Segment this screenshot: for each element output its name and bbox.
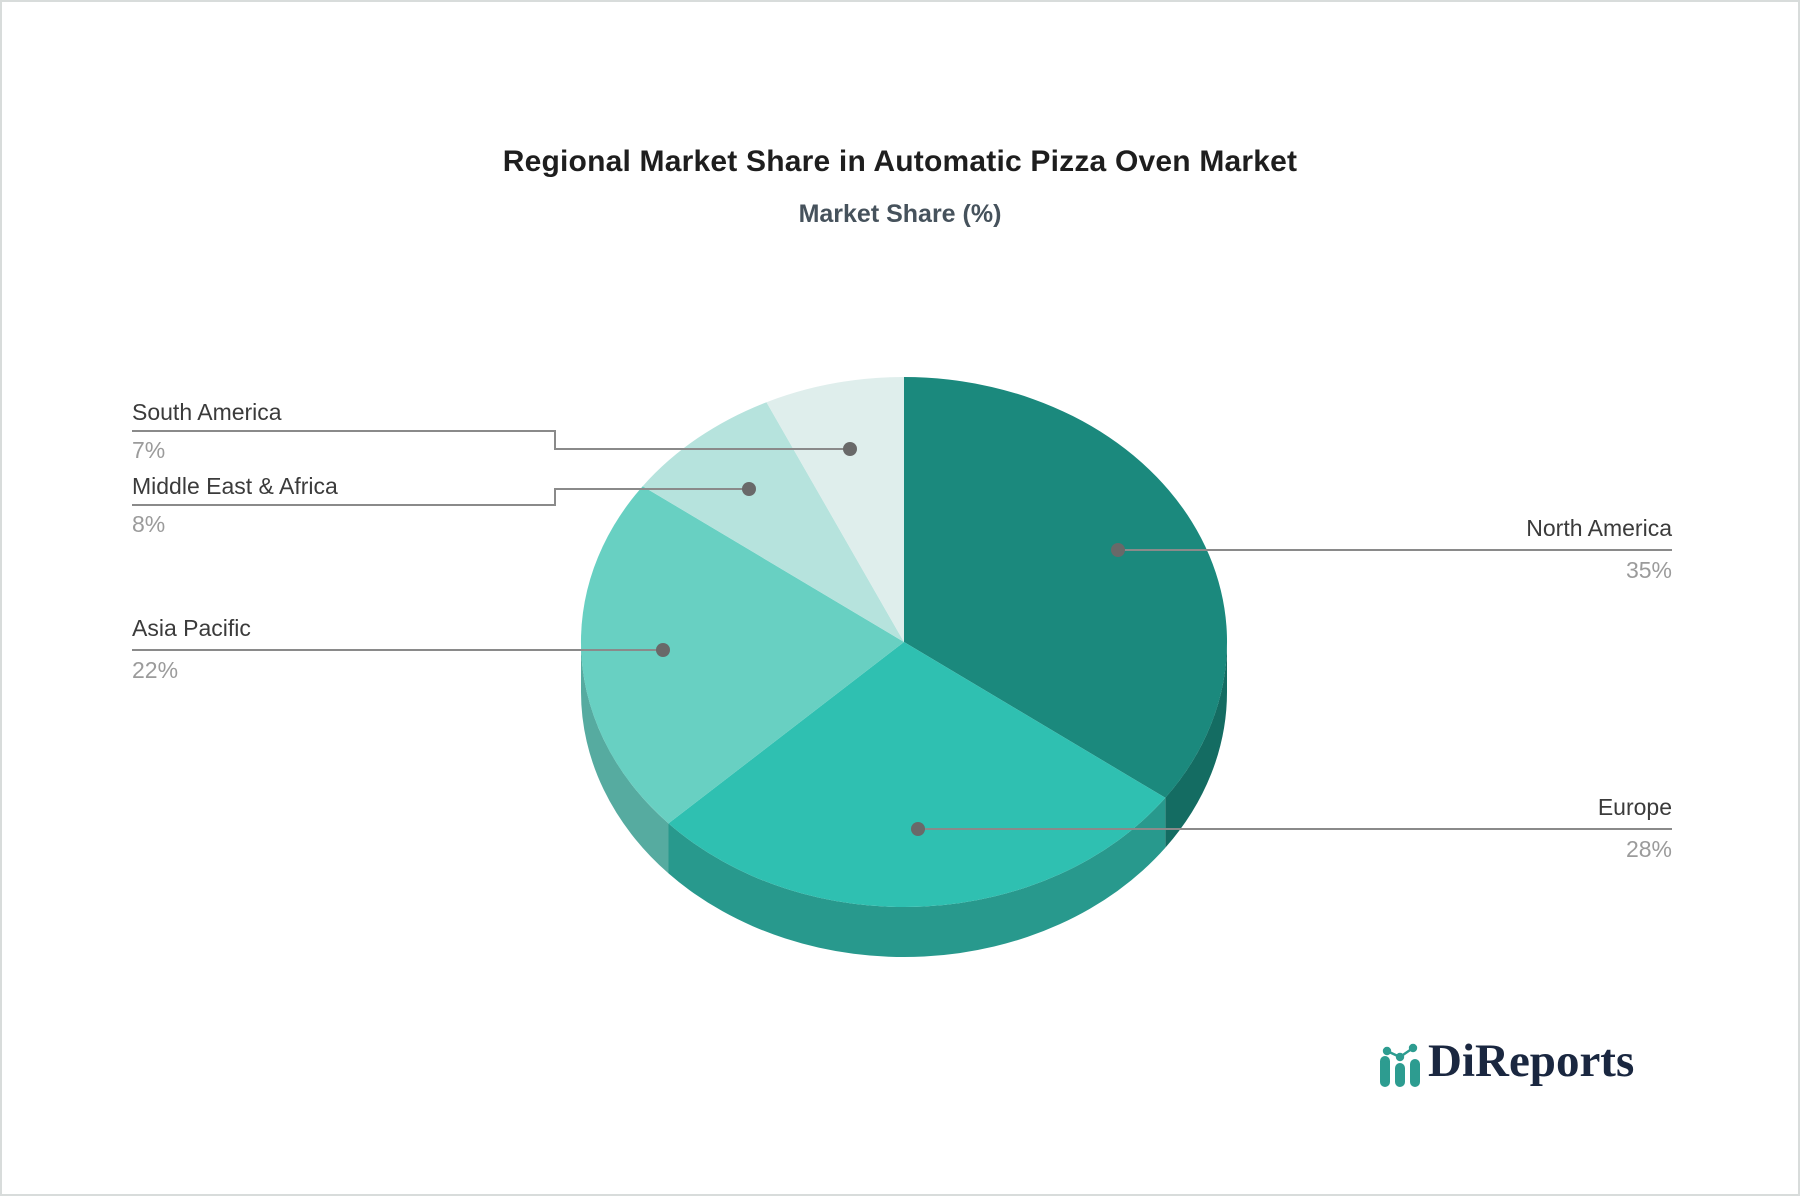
pie-slice-side-north-america [1165, 642, 1227, 848]
pie-slice-south-america[interactable] [766, 377, 905, 642]
pie-slice-europe[interactable] [668, 642, 1166, 908]
leader-middle-east-africa: Middle East & Africa 8% [132, 473, 756, 537]
slice-pct-south-america: 7% [132, 437, 165, 463]
pie-slice-middle-east-africa[interactable] [642, 402, 904, 642]
chart-subtitle: Market Share (%) [798, 200, 1002, 228]
slice-label-south-america: South America [132, 399, 282, 425]
slice-label-europe: Europe [1598, 794, 1672, 820]
slice-pct-europe: 28% [1626, 836, 1672, 862]
leader-dot [1111, 543, 1125, 557]
pie-slice-north-america[interactable] [904, 376, 1228, 798]
slice-pct-north-america: 35% [1626, 557, 1672, 583]
slice-pct-middle-east-africa: 8% [132, 511, 165, 537]
pie-slice-side-europe [668, 797, 1166, 958]
leader-dot [843, 442, 857, 456]
direports-logo-icon [1380, 1043, 1420, 1087]
pie-slice-asia-pacific[interactable] [580, 486, 904, 824]
leader-north-america: North America 35% [1111, 515, 1672, 583]
leader-asia-pacific: Asia Pacific 22% [132, 615, 670, 683]
leader-line [132, 430, 850, 450]
pie-slice-side-asia-pacific [580, 642, 669, 874]
leader-south-america: South America 7% [132, 399, 857, 463]
chart-title: Regional Market Share in Automatic Pizza… [502, 145, 1298, 178]
leader-line [132, 488, 749, 506]
leader-dot [911, 822, 925, 836]
leader-europe: Europe 28% [911, 794, 1672, 862]
slice-label-north-america: North America [1526, 515, 1672, 541]
direports-logo: DiReports [1376, 1038, 1634, 1090]
slice-pct-asia-pacific: 22% [132, 657, 178, 683]
slice-label-middle-east-africa: Middle East & Africa [132, 473, 338, 499]
direports-logo-text: DiReports [1428, 1035, 1635, 1087]
slice-label-asia-pacific: Asia Pacific [132, 615, 251, 641]
leader-dot [742, 482, 756, 496]
leader-dot [656, 643, 670, 657]
